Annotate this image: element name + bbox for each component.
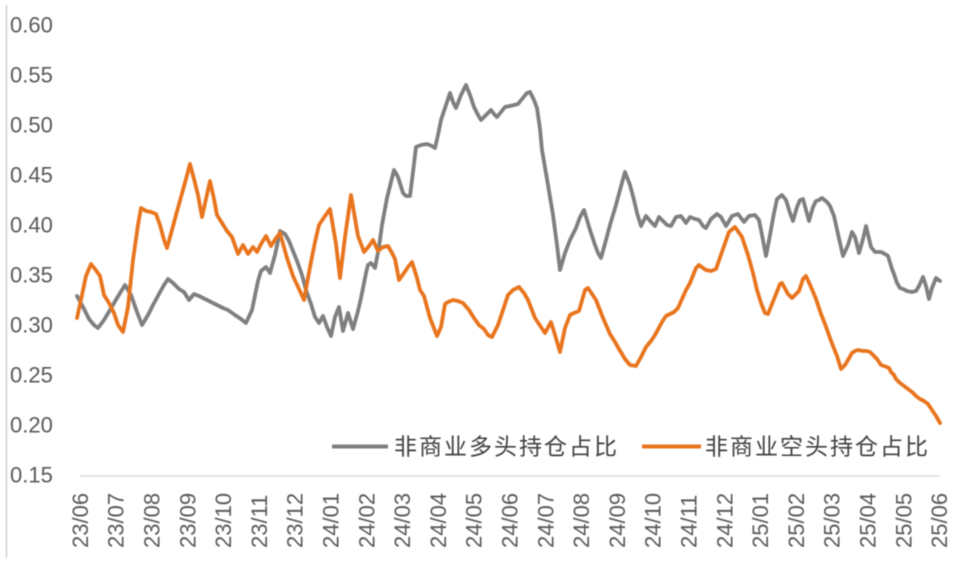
svg-text:0.50: 0.50 (10, 113, 53, 138)
svg-text:24/10: 24/10 (641, 493, 666, 548)
svg-text:0.25: 0.25 (10, 363, 53, 388)
svg-text:0.40: 0.40 (10, 213, 53, 238)
svg-text:24/11: 24/11 (677, 495, 702, 548)
svg-text:25/02: 25/02 (784, 493, 809, 548)
svg-text:24/08: 24/08 (569, 493, 594, 548)
svg-text:25/04: 25/04 (856, 493, 881, 548)
svg-text:23/09: 23/09 (175, 493, 200, 548)
svg-text:24/09: 24/09 (605, 493, 630, 548)
svg-text:23/12: 23/12 (283, 493, 308, 548)
svg-text:0.60: 0.60 (10, 13, 53, 38)
svg-text:25/01: 25/01 (748, 493, 773, 548)
svg-text:0.55: 0.55 (10, 63, 53, 88)
svg-text:25/03: 25/03 (820, 493, 845, 548)
svg-text:0.45: 0.45 (10, 163, 53, 188)
svg-text:25/06: 25/06 (927, 493, 952, 548)
svg-text:24/05: 24/05 (462, 493, 487, 548)
svg-text:0.15: 0.15 (10, 463, 53, 488)
svg-text:非商业多头持仓占比: 非商业多头持仓占比 (394, 434, 619, 460)
svg-text:0.20: 0.20 (10, 413, 53, 438)
svg-text:24/12: 24/12 (712, 493, 737, 548)
svg-text:24/03: 24/03 (390, 493, 415, 548)
svg-text:24/07: 24/07 (533, 493, 558, 548)
svg-text:24/02: 24/02 (354, 493, 379, 548)
svg-text:23/07: 23/07 (104, 493, 129, 548)
svg-text:24/06: 24/06 (498, 493, 523, 548)
svg-text:23/11: 23/11 (247, 495, 272, 548)
svg-text:0.30: 0.30 (10, 313, 53, 338)
svg-text:23/10: 23/10 (211, 493, 236, 548)
svg-text:0.35: 0.35 (10, 263, 53, 288)
svg-text:非商业空头持仓占比: 非商业空头持仓占比 (705, 434, 930, 460)
svg-text:23/06: 23/06 (68, 493, 93, 548)
svg-text:24/01: 24/01 (319, 493, 344, 548)
svg-text:24/04: 24/04 (426, 493, 451, 548)
svg-text:25/05: 25/05 (891, 493, 916, 548)
svg-text:23/08: 23/08 (140, 493, 165, 548)
